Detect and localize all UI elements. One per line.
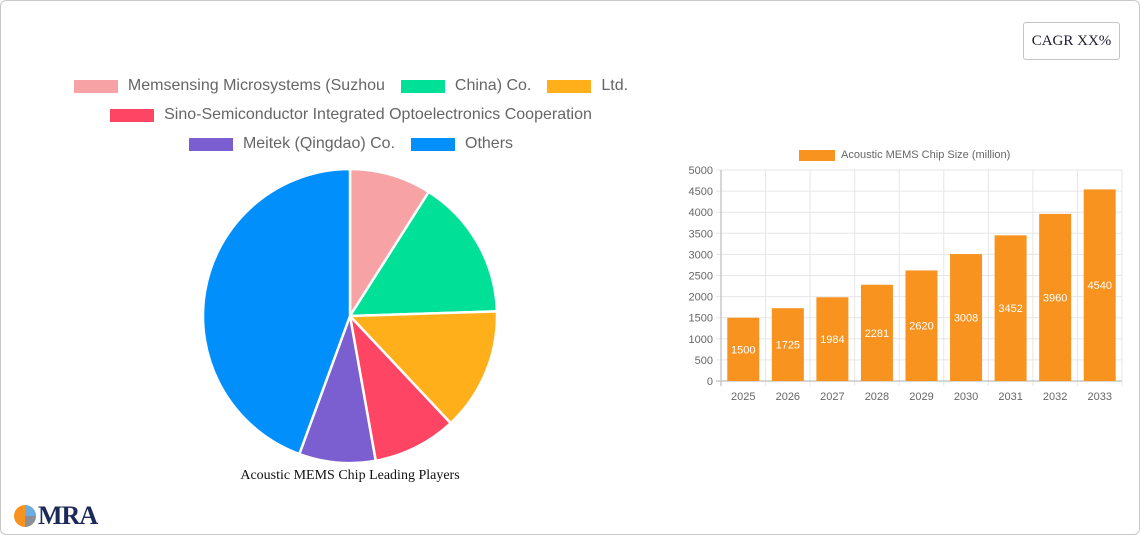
legend-item-ltd[interactable]: Ltd.: [547, 77, 628, 95]
x-tick-label: 2025: [731, 391, 755, 403]
x-tick-label: 2030: [954, 391, 978, 403]
bar[interactable]: [994, 235, 1027, 381]
legend-swatch: [799, 149, 835, 161]
mra-logo: MRA: [13, 501, 98, 531]
legend-swatch: [411, 137, 456, 151]
pie-legend-row-3: Meitek (Qingdao) Co. Others: [1, 135, 701, 153]
legend-label: Meitek (Qingdao) Co.: [242, 135, 396, 152]
legend-label: Sino-Semiconductor Integrated Optoelectr…: [164, 106, 592, 123]
bar[interactable]: [1083, 189, 1116, 381]
cagr-label: CAGR XX%: [1031, 32, 1112, 49]
legend-label: Memsensing Microsystems (Suzhou: [127, 77, 385, 94]
bar-value-label: 2281: [865, 328, 889, 340]
legend-item-china-co[interactable]: China) Co.: [400, 77, 532, 95]
bar[interactable]: [727, 317, 760, 381]
y-tick-label: 5000: [689, 165, 713, 177]
y-tick-label: 3000: [689, 249, 713, 261]
logo-pie-icon: [14, 505, 36, 527]
legend-item-others[interactable]: Others: [411, 135, 513, 153]
pie-slice[interactable]: [348, 312, 453, 463]
x-tick-label: 2033: [1087, 391, 1111, 403]
legend-swatch: [400, 79, 445, 93]
bar[interactable]: [816, 297, 849, 381]
x-tick-label: 2032: [1043, 391, 1067, 403]
legend-label: Others: [465, 135, 514, 152]
y-tick-label: 4000: [689, 207, 713, 219]
pie-slice[interactable]: [348, 167, 431, 321]
legend-label: China) Co.: [454, 77, 532, 94]
pie-slice[interactable]: [347, 310, 499, 425]
x-tick-label: 2026: [776, 391, 800, 403]
y-tick-label: 0: [707, 376, 713, 388]
pie-slice[interactable]: [201, 167, 352, 456]
y-tick-label: 1000: [689, 334, 713, 346]
x-tick-label: 2029: [909, 391, 933, 403]
bar-chart: 0 500 1000 1500 2000 2500 3000 3500 4000 4500 5000…: [671, 161, 1140, 411]
x-tick-label: 2027: [820, 391, 844, 403]
pie-chart: [201, 167, 499, 465]
x-tick-label: 2031: [998, 391, 1022, 403]
bar-value-label: 3008: [954, 313, 978, 325]
pie-chart-title: Acoustic MEMS Chip Leading Players: [240, 468, 460, 483]
bar-value-label: 3452: [998, 303, 1022, 315]
y-tick-label: 4500: [689, 186, 713, 198]
pie-slice[interactable]: [347, 190, 499, 318]
bar[interactable]: [950, 254, 983, 381]
x-tick-label: 2028: [865, 391, 889, 403]
legend-swatch: [547, 79, 592, 93]
y-tick-label: 1500: [689, 313, 713, 325]
bar-value-label: 1984: [820, 334, 844, 346]
bar[interactable]: [1039, 213, 1072, 381]
bar-value-label: 2620: [909, 321, 933, 333]
bar-value-label: 3960: [1043, 292, 1067, 304]
y-tick-label: 2500: [689, 271, 713, 283]
bar-value-label: 1725: [776, 340, 800, 352]
bar-legend-label: Acoustic MEMS Chip Size (million): [841, 149, 1011, 161]
bar-legend-item[interactable]: Acoustic MEMS Chip Size (million): [799, 149, 1010, 161]
legend-label: Ltd.: [601, 77, 629, 94]
bar-value-label: 4540: [1087, 280, 1111, 292]
cagr-badge[interactable]: CAGR XX%: [1023, 22, 1120, 60]
y-tick-label: 2000: [689, 292, 713, 304]
bar-value-label: 1500: [731, 344, 755, 356]
pie-legend-row-2: Sino-Semiconductor Integrated Optoelectr…: [1, 106, 701, 124]
pie-legend-row-1: Memsensing Microsystems (Suzhou China) C…: [1, 77, 701, 95]
legend-swatch: [188, 137, 233, 151]
bar[interactable]: [860, 284, 893, 381]
logo-text: MRA: [38, 501, 98, 530]
legend-item-meitek[interactable]: Meitek (Qingdao) Co.: [188, 135, 396, 153]
y-tick-label: 3500: [689, 228, 713, 240]
y-tick-label: 500: [695, 355, 713, 367]
legend-swatch: [73, 79, 118, 93]
bar[interactable]: [771, 308, 804, 381]
legend-item-memsensing[interactable]: Memsensing Microsystems (Suzhou: [73, 77, 385, 95]
legend-swatch: [110, 108, 155, 122]
legend-item-sino-semiconductor[interactable]: Sino-Semiconductor Integrated Optoelectr…: [110, 106, 592, 124]
bar[interactable]: [905, 270, 938, 381]
